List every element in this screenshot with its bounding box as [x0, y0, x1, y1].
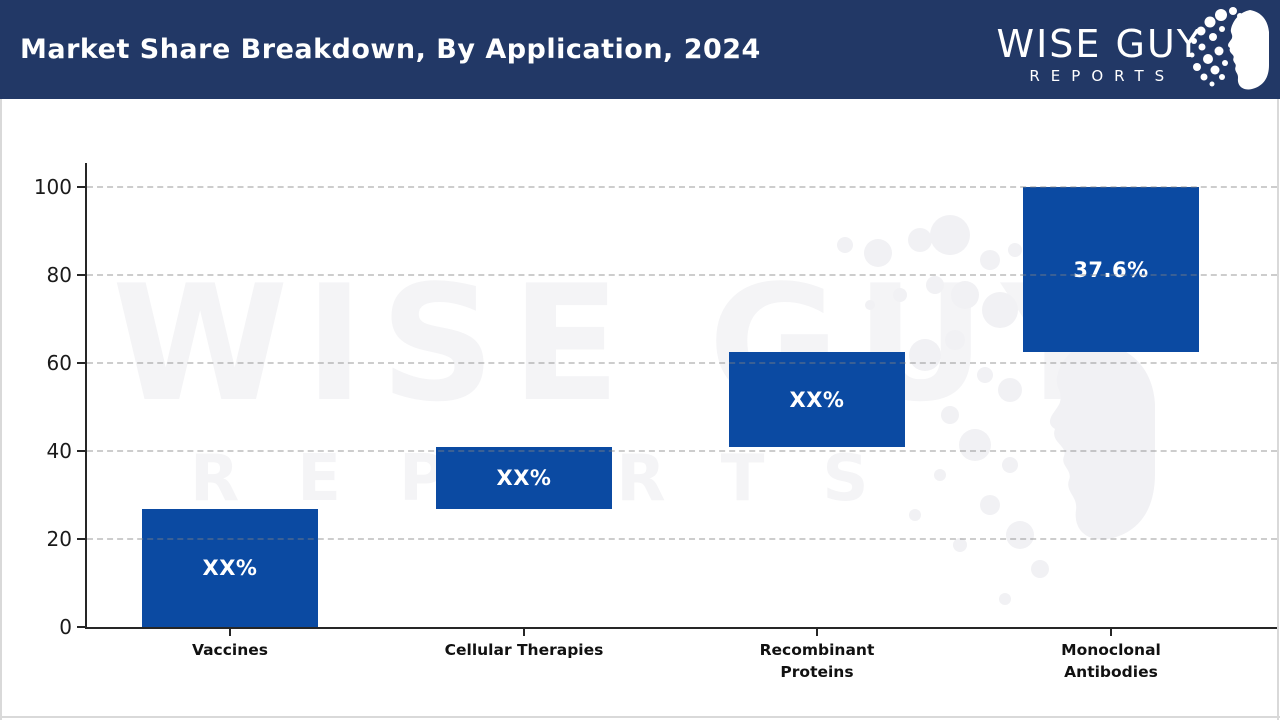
- x-axis-category-label: Vaccines: [191, 641, 269, 659]
- y-axis-tick-label: 100: [33, 175, 72, 199]
- gridline: [87, 450, 1277, 452]
- y-axis-tick: [77, 538, 86, 540]
- card-border-bottom: [0, 716, 1280, 718]
- y-axis-tick: [77, 186, 86, 188]
- y-axis-tick: [77, 450, 86, 452]
- bar-value-label: XX%: [496, 465, 552, 490]
- x-axis-category-label: Recombinant Proteins: [759, 641, 875, 681]
- y-axis-tick-label: 20: [46, 527, 72, 551]
- watermark-head-icon: [837, 215, 1155, 605]
- gridline: [87, 274, 1277, 276]
- brand-logo: WISE GUY REPORTS: [997, 7, 1270, 93]
- gridline: [87, 538, 1277, 540]
- page-title: Market Share Breakdown, By Application, …: [20, 34, 761, 65]
- x-axis-tick: [229, 629, 231, 636]
- x-axis-category-label: Monoclonal Antibodies: [1061, 641, 1161, 681]
- bar-segment: XX%: [729, 352, 905, 448]
- y-axis-tick-label: 40: [46, 439, 72, 463]
- y-axis-tick-label: 0: [59, 615, 72, 639]
- y-axis-tick: [77, 274, 86, 276]
- y-axis-tick-label: 60: [46, 351, 72, 375]
- brand-logo-text: WISE GUY REPORTS: [997, 25, 1202, 85]
- gridline: [87, 362, 1277, 364]
- y-axis-tick: [77, 626, 86, 628]
- head-profile-icon: [1189, 7, 1269, 90]
- x-axis-category-label: Cellular Therapies: [444, 641, 604, 659]
- x-axis-tick: [523, 629, 525, 636]
- logo-subtext: REPORTS: [1029, 67, 1176, 85]
- bar-segment: 37.6%: [1023, 187, 1199, 353]
- card-border-right: [1277, 99, 1279, 720]
- bar-value-label: XX%: [202, 555, 258, 580]
- header: Market Share Breakdown, By Application, …: [0, 0, 1280, 99]
- x-axis-tick: [816, 629, 818, 636]
- bar-segment: XX%: [142, 508, 318, 627]
- card-border-left: [0, 99, 2, 720]
- x-axis-line: [85, 627, 1277, 629]
- logo-wordmark: WISE GUY: [996, 22, 1202, 66]
- bar-value-label: XX%: [789, 387, 845, 412]
- y-axis-line: [85, 163, 87, 629]
- y-axis-tick: [77, 362, 86, 364]
- bar-segment: XX%: [436, 447, 612, 509]
- gridline: [87, 186, 1277, 188]
- x-axis-tick: [1110, 629, 1112, 636]
- bar-value-label: 37.6%: [1073, 257, 1149, 282]
- y-axis-tick-label: 80: [46, 263, 72, 287]
